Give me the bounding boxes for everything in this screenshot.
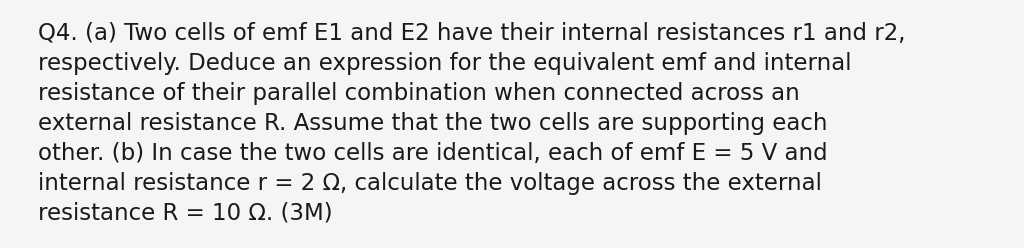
Text: respectively. Deduce an expression for the equivalent emf and internal: respectively. Deduce an expression for t… (38, 52, 852, 75)
Text: internal resistance r = 2 Ω, calculate the voltage across the external: internal resistance r = 2 Ω, calculate t… (38, 172, 822, 195)
Text: resistance R = 10 Ω. (3M): resistance R = 10 Ω. (3M) (38, 202, 333, 225)
Text: Q4. (a) Two cells of emf E1 and E2 have their internal resistances r1 and r2,: Q4. (a) Two cells of emf E1 and E2 have … (38, 22, 905, 45)
Text: resistance of their parallel combination when connected across an: resistance of their parallel combination… (38, 82, 800, 105)
Text: other. (b) In case the two cells are identical, each of emf E = 5 V and: other. (b) In case the two cells are ide… (38, 142, 827, 165)
Text: external resistance R. Assume that the two cells are supporting each: external resistance R. Assume that the t… (38, 112, 827, 135)
